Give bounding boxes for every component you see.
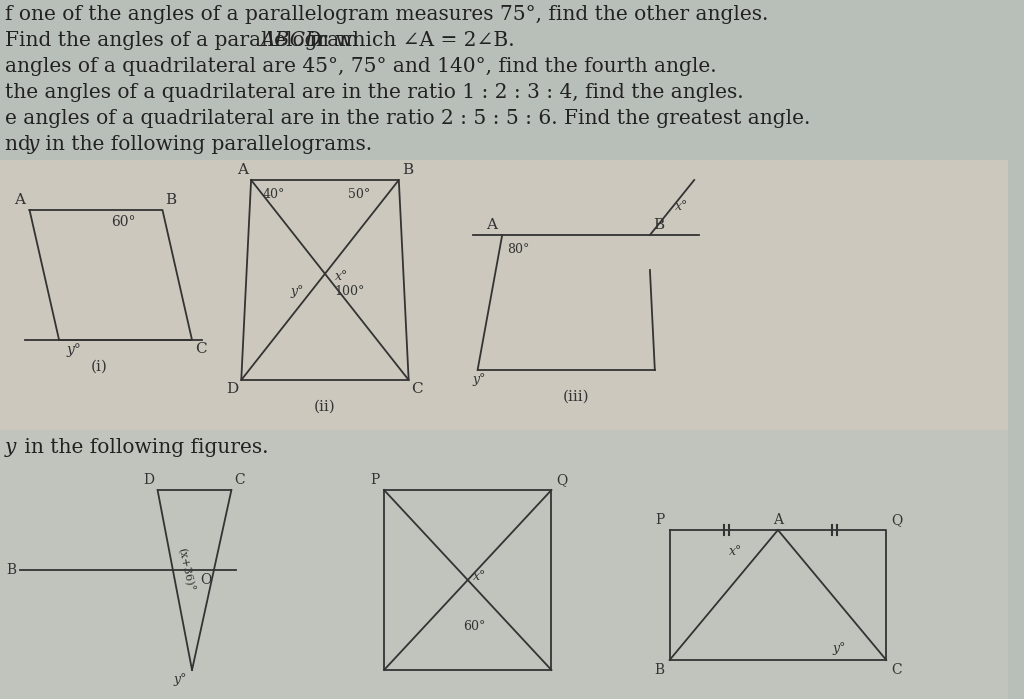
Text: (x+36)°: (x+36)°	[176, 547, 196, 593]
Text: nd: nd	[5, 135, 37, 154]
Text: B: B	[653, 218, 664, 232]
Text: y°: y°	[174, 673, 187, 686]
Text: B: B	[166, 193, 176, 207]
Text: x°: x°	[473, 570, 486, 583]
Text: y°: y°	[473, 373, 486, 386]
Text: f one of the angles of a parallelogram measures 75°, find the other angles.: f one of the angles of a parallelogram m…	[5, 5, 768, 24]
Text: in the following figures.: in the following figures.	[17, 438, 268, 457]
Text: C: C	[412, 382, 423, 396]
Text: C: C	[195, 342, 207, 356]
Text: O: O	[200, 573, 211, 587]
Text: B: B	[6, 563, 16, 577]
Bar	[0, 430, 1009, 699]
Text: D: D	[226, 382, 239, 396]
Text: 100°: 100°	[335, 285, 366, 298]
Text: A: A	[13, 193, 25, 207]
Text: Find the angles of a parallelogram: Find the angles of a parallelogram	[5, 31, 365, 50]
Text: Q: Q	[891, 513, 902, 527]
Text: B: B	[654, 663, 665, 677]
Text: A: A	[238, 163, 248, 177]
Text: y: y	[5, 438, 16, 457]
Text: y°: y°	[291, 285, 304, 298]
Text: (ii): (ii)	[314, 400, 336, 414]
Text: P: P	[370, 473, 379, 487]
Text: (i): (i)	[90, 360, 108, 374]
Text: in which ∠A = 2∠B.: in which ∠A = 2∠B.	[303, 31, 515, 50]
Text: A: A	[773, 513, 783, 527]
Text: e angles of a quadrilateral are in the ratio 2 : 5 : 5 : 6. Find the greatest an: e angles of a quadrilateral are in the r…	[5, 109, 810, 128]
Text: y°: y°	[67, 343, 82, 357]
Text: B: B	[401, 163, 413, 177]
Text: D: D	[143, 473, 155, 487]
Text: angles of a quadrilateral are 45°, 75° and 140°, find the fourth angle.: angles of a quadrilateral are 45°, 75° a…	[5, 57, 717, 76]
Text: C: C	[234, 473, 245, 487]
Bar	[0, 160, 1009, 430]
Text: 60°: 60°	[463, 620, 485, 633]
Text: C: C	[891, 663, 902, 677]
Text: P: P	[655, 513, 665, 527]
Text: A: A	[486, 218, 498, 232]
Text: in the following parallelograms.: in the following parallelograms.	[39, 135, 373, 154]
Text: 60°: 60°	[112, 215, 136, 229]
Text: Q: Q	[556, 473, 567, 487]
Text: 80°: 80°	[507, 243, 529, 256]
Text: x°: x°	[729, 545, 742, 558]
Text: y: y	[28, 135, 39, 154]
Text: x°: x°	[335, 270, 348, 283]
Text: ABCD: ABCD	[261, 31, 323, 50]
Text: x°: x°	[675, 200, 688, 213]
Text: the angles of a quadrilateral are in the ratio 1 : 2 : 3 : 4, find the angles.: the angles of a quadrilateral are in the…	[5, 83, 743, 102]
Text: y°: y°	[833, 642, 846, 655]
Text: 40°: 40°	[263, 188, 286, 201]
Text: (iii): (iii)	[563, 390, 590, 404]
Text: 50°: 50°	[347, 188, 370, 201]
